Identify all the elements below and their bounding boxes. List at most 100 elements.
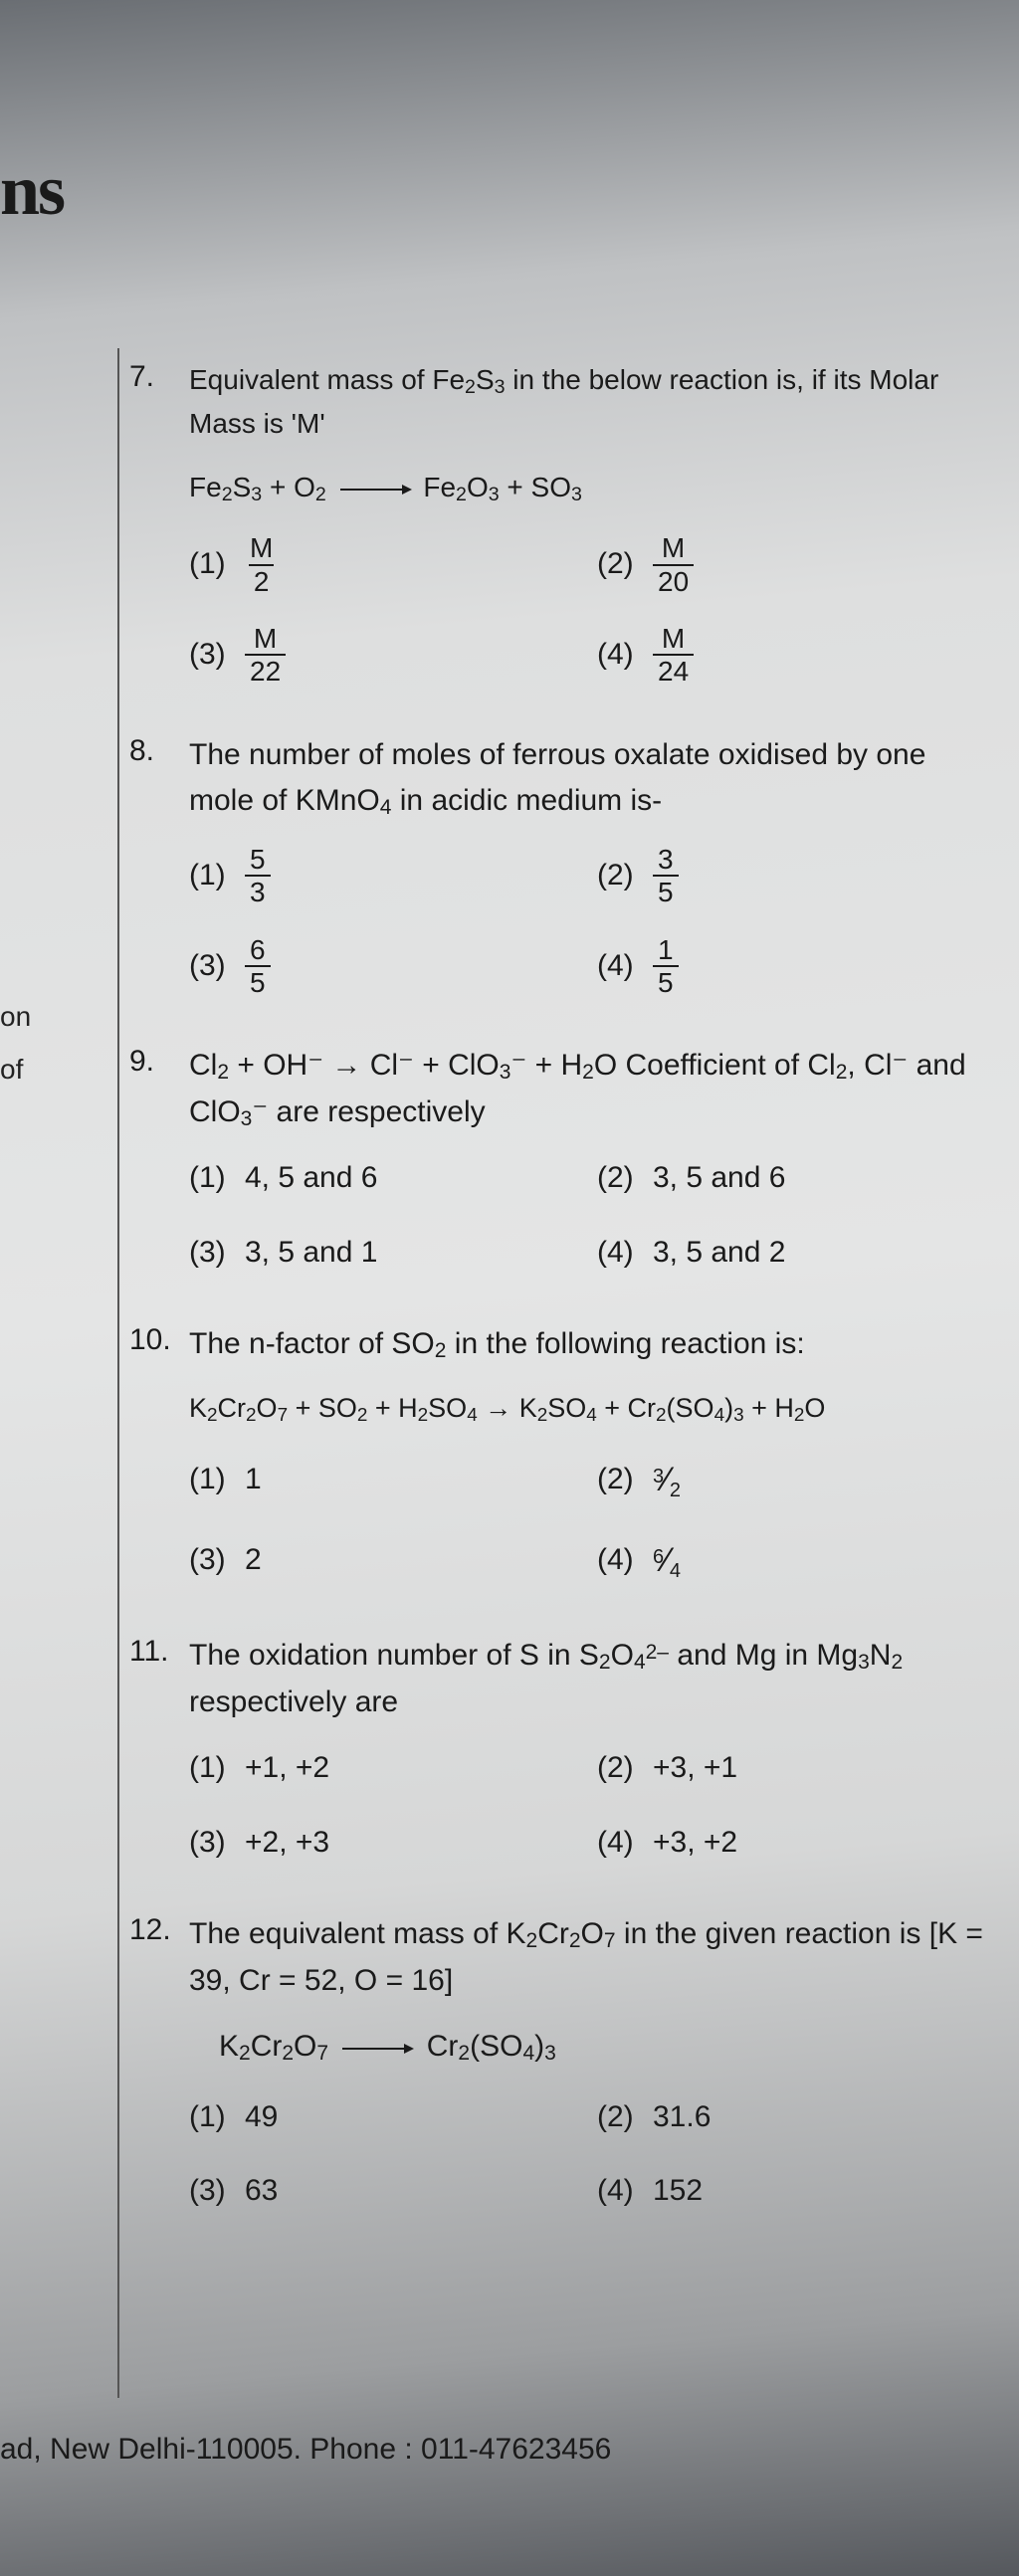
numerator: M [249,624,282,654]
option-value: +3, +2 [653,1820,737,1867]
option-value: +3, +1 [653,1745,737,1792]
numerator: 5 [245,845,271,875]
text: ) [534,2030,544,2063]
text: → K [478,1393,537,1423]
option-3: (3)2 [189,1534,577,1587]
option-4: (4)152 [597,2168,985,2215]
option-label: (2) [597,541,643,588]
question-text: The oxidation number of S in S2O42– and … [189,1633,985,1725]
option-label: (3) [189,1537,235,1584]
question-body: The number of moles of ferrous oxalate o… [189,732,985,998]
numerator: 1 [653,935,679,965]
text: S [233,472,252,502]
text: + O [262,472,315,502]
text: ⁻ are respectively [252,1095,485,1128]
option-label: (4) [597,632,643,679]
text: Fe [189,472,222,502]
option-label: (2) [597,1745,643,1792]
fraction: M24 [653,624,694,687]
option-2: (2)3, 5 and 6 [597,1155,985,1202]
content-area: 7. Equivalent mass of Fe2S3 in the below… [129,358,985,2261]
question-8: 8. The number of moles of ferrous oxalat… [129,732,985,998]
slant-fraction: 6⁄4 [653,1534,681,1587]
text: + Cr [597,1393,656,1423]
option-label: (2) [597,2094,643,2141]
fraction: M2 [245,533,278,596]
option-3: (3)63 [189,2168,577,2215]
option-value: 63 [245,2168,278,2215]
text: O [294,2030,316,2063]
denominator: 5 [653,965,679,997]
option-label: (1) [189,2094,235,2141]
options: (1)M2 (2)M20 (3)M22 (4)M24 [189,533,985,687]
option-label: (3) [189,1820,235,1867]
option-3: (3)65 [189,935,577,998]
question-body: The oxidation number of S in S2O42– and … [189,1633,985,1866]
equation: K2Cr2O7 Cr2(SO4)3 [189,2024,985,2071]
option-label: (3) [189,2168,235,2215]
text: in acidic medium is- [391,784,662,817]
option-2: (2)3⁄2 [597,1454,985,1506]
option-value: 3, 5 and 2 [653,1230,785,1277]
option-3: (3)+2, +3 [189,1820,577,1867]
text: O [611,1639,634,1672]
text: + H [367,1393,417,1423]
option-label: (4) [597,1537,643,1584]
text: O Coefficient of Cl [594,1049,836,1082]
option-label: (1) [189,1457,235,1503]
text: Cl [189,1049,217,1082]
text: and Mg in Mg [669,1639,858,1672]
text: Cr [427,2030,459,2063]
fraction: 15 [653,935,679,998]
option-label: (3) [189,943,235,990]
options: (1)+1, +2 (2)+3, +1 (3)+2, +3 (4)+3, +2 [189,1745,985,1866]
option-label: (4) [597,943,643,990]
text: + SO [288,1393,357,1423]
text: + H [744,1393,794,1423]
option-label: (1) [189,853,235,899]
text: ) [724,1393,733,1423]
option-label: (1) [189,1155,235,1202]
options: (1)1 (2)3⁄2 (3)2 (4)6⁄4 [189,1454,985,1587]
question-text: The equivalent mass of K2Cr2O7 in the gi… [189,1911,985,2004]
text: O [804,1393,825,1423]
option-label: (1) [189,541,235,588]
denominator: 2 [670,1480,681,1501]
option-value: 152 [653,2168,703,2215]
fraction: M22 [245,624,286,687]
option-4: (4)3, 5 and 2 [597,1230,985,1277]
sidebar-text: of [0,1048,31,1092]
option-label: (3) [189,1230,235,1277]
option-label: (4) [597,1820,643,1867]
text: The n-factor of SO [189,1327,435,1360]
fraction: M20 [653,533,694,596]
question-number: 10. [129,1321,189,1587]
option-1: (1)53 [189,845,577,907]
option-value: +1, +2 [245,1745,329,1792]
arrow-icon [342,2048,412,2050]
option-value: 1 [245,1457,262,1503]
option-2: (2)31.6 [597,2094,985,2141]
numerator: 6 [245,935,271,965]
question-number: 12. [129,1911,189,2215]
fraction: 65 [245,935,271,998]
fraction: 53 [245,845,271,907]
option-3: (3)M22 [189,624,577,687]
option-1: (1)M2 [189,533,577,596]
question-text: Cl2 + OH⁻ → Cl⁻ + ClO3⁻ + H2O Coefficien… [189,1043,985,1135]
option-value: 31.6 [653,2094,711,2141]
text: Cr [537,1917,569,1950]
option-value: 49 [245,2094,278,2141]
text: respectively are [189,1685,398,1718]
equation: Fe2S3 + O2 Fe2O3 + SO3 [189,466,985,509]
text: K [189,1393,207,1423]
option-4: (4)+3, +2 [597,1820,985,1867]
text: SO [428,1393,467,1423]
question-body: Cl2 + OH⁻ → Cl⁻ + ClO3⁻ + H2O Coefficien… [189,1043,985,1276]
text: ⁻ + H [510,1049,582,1082]
denominator: 5 [653,875,679,906]
option-value: +2, +3 [245,1820,329,1867]
text: The equivalent mass of K [189,1917,526,1950]
question-body: The n-factor of SO2 in the following rea… [189,1321,985,1587]
denominator: 24 [653,654,694,686]
